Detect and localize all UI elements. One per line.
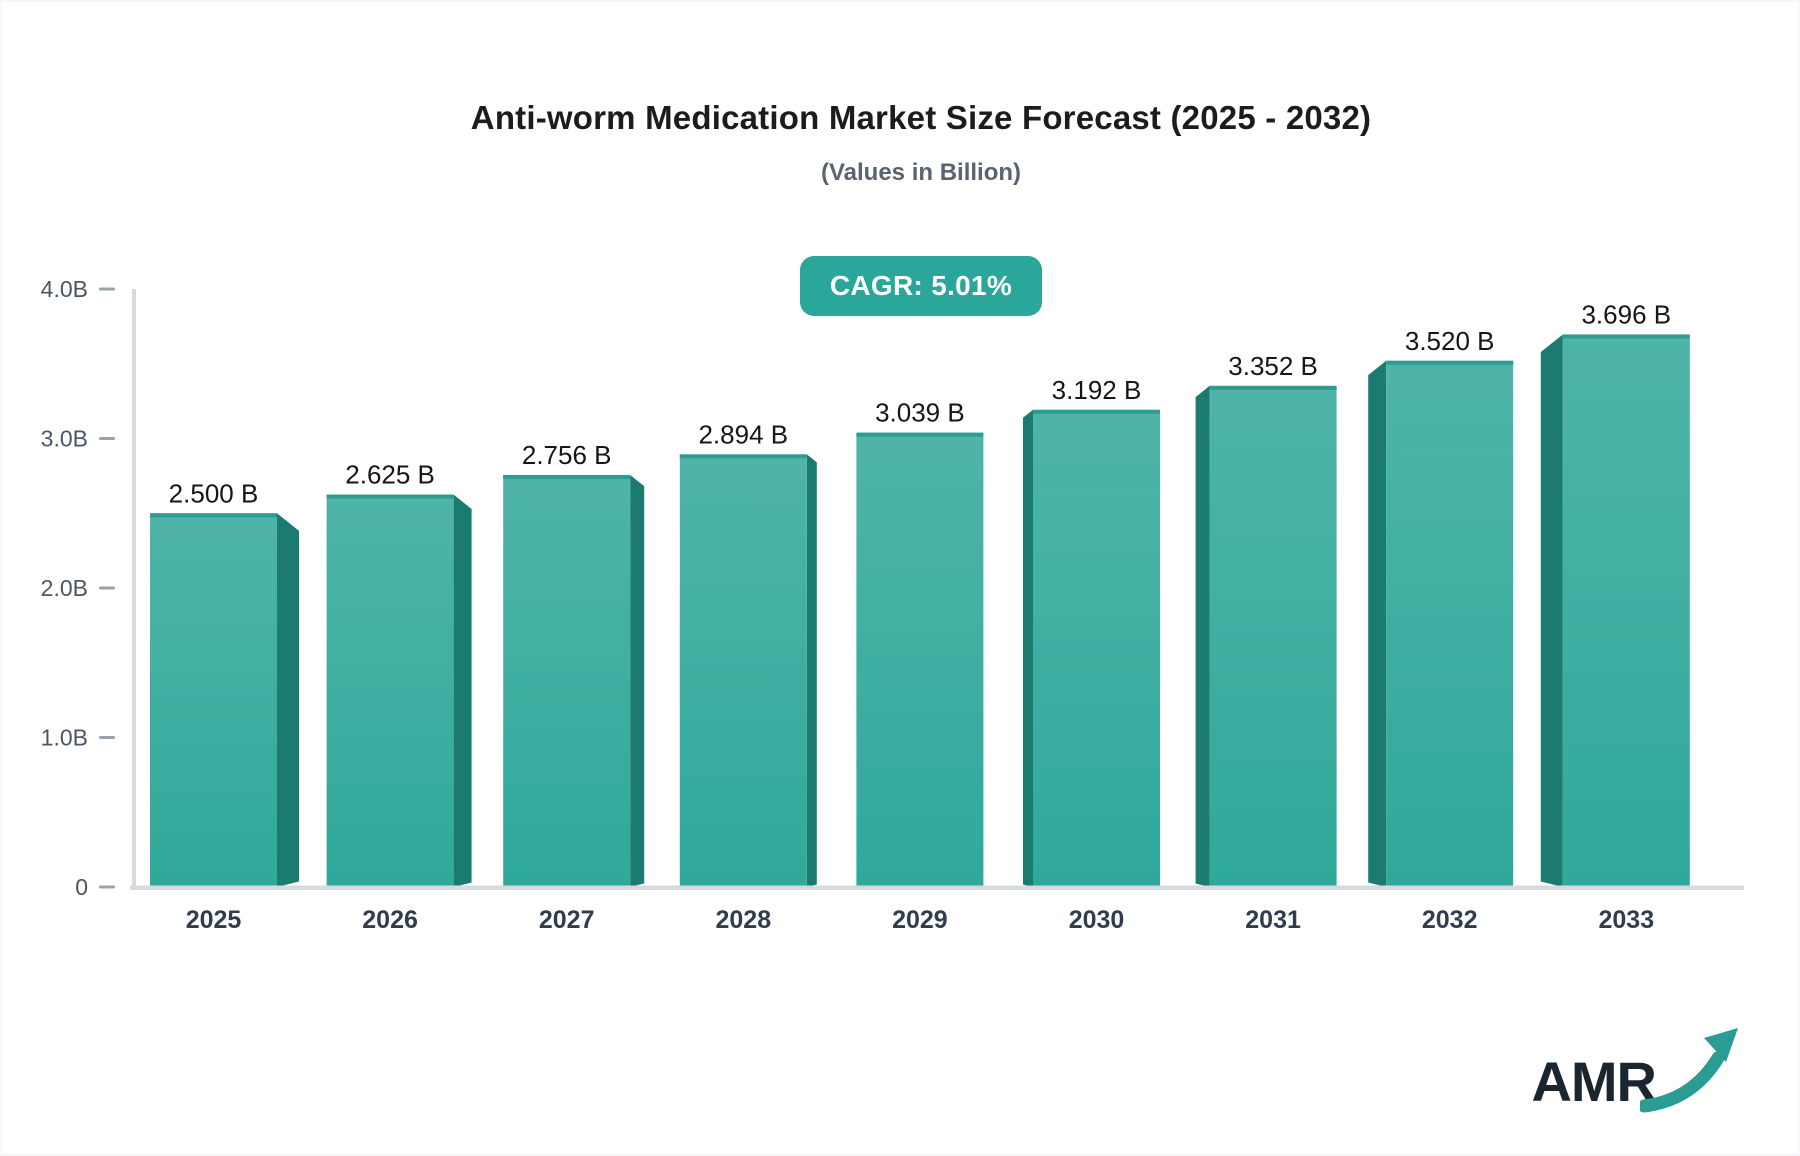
bar-front-face	[679, 454, 807, 887]
bar-front-face	[1209, 385, 1337, 887]
x-tick-label: 2033	[1598, 906, 1654, 934]
bar-top-edge	[326, 494, 454, 499]
y-tick-mark	[99, 885, 115, 889]
bar-value-label: 2.894 B	[698, 419, 788, 449]
bar-value-label: 3.352 B	[1228, 351, 1318, 381]
x-tick-label: 2026	[362, 906, 418, 934]
bar-side-face	[806, 454, 817, 887]
bar-value-label: 3.192 B	[1052, 375, 1142, 405]
y-tick-label: 3.0B	[41, 426, 88, 452]
x-tick-label: 2025	[186, 906, 242, 934]
bar-top-edge	[1209, 385, 1337, 390]
bar-side-face	[1195, 385, 1210, 887]
bar-top-edge	[150, 513, 277, 518]
bar-top-edge	[679, 454, 807, 459]
bar-top-edge	[503, 474, 631, 479]
x-tick-label: 2030	[1069, 906, 1125, 934]
logo-growth-arrow-icon	[1640, 1028, 1738, 1113]
bar-front-face	[1033, 409, 1160, 887]
bar-front-face	[856, 432, 984, 887]
bar-group-2030: 3.192 B 2030	[1023, 375, 1160, 934]
bar-front-face	[1386, 360, 1514, 887]
y-tick-mark	[99, 287, 115, 291]
x-tick-label: 2031	[1245, 906, 1301, 934]
x-tick-label: 2029	[892, 906, 948, 934]
bar-value-label: 3.520 B	[1405, 326, 1495, 356]
x-tick-label: 2032	[1422, 906, 1478, 934]
bar-top-edge	[1562, 334, 1690, 339]
bar-group-2031: 3.352 B 2031	[1195, 351, 1337, 934]
bar-front-face	[150, 513, 277, 887]
bar-group-2029: 3.039 B 2029	[856, 398, 984, 934]
bar-group-2027: 2.756 B 2027	[503, 440, 645, 934]
bar-group-2025: 2.500 B 2025	[150, 478, 299, 934]
cagr-badge: CAGR: 5.01%	[799, 256, 1043, 316]
y-axis-line	[132, 289, 136, 887]
x-axis-line	[130, 885, 1744, 890]
y-tick-mark	[99, 736, 115, 739]
bar-top-edge	[1386, 360, 1514, 365]
bar-side-face	[277, 513, 299, 887]
bar-value-label: 3.039 B	[875, 398, 965, 428]
y-tick-mark	[99, 586, 115, 590]
bar-group-2032: 3.520 B 2032	[1368, 326, 1514, 934]
bar-front-face	[1562, 334, 1690, 887]
bar-top-edge	[856, 432, 984, 437]
bar-group-2033: 3.696 B 2033	[1540, 299, 1690, 934]
bar-side-face	[1368, 360, 1387, 887]
x-tick-label: 2027	[539, 906, 595, 934]
bar-front-face	[326, 494, 454, 887]
bar-side-face	[1023, 409, 1033, 887]
y-tick-label: 0	[75, 874, 88, 900]
bar-side-face	[1540, 334, 1563, 887]
bar-group-2026: 2.625 B 2026	[326, 460, 472, 934]
bar-value-label: 2.625 B	[345, 460, 435, 490]
y-tick-label: 4.0B	[41, 276, 88, 302]
y-tick-label: 1.0B	[41, 725, 88, 751]
amr-logo: AMR	[1531, 1022, 1744, 1113]
bar-value-label: 3.696 B	[1581, 299, 1671, 329]
bar-top-edge	[1033, 409, 1160, 414]
bar-front-face	[503, 474, 631, 887]
y-tick-mark	[99, 437, 115, 440]
bar-value-label: 2.756 B	[522, 440, 612, 470]
bar-value-label: 2.500 B	[169, 478, 259, 508]
bar-group-2028: 2.894 B 2028	[679, 419, 817, 934]
bar-side-face	[453, 494, 472, 887]
x-tick-label: 2028	[715, 906, 771, 934]
bar-side-face	[630, 474, 645, 887]
amr-logo-text: AMR	[1531, 1050, 1657, 1113]
y-tick-label: 2.0B	[41, 575, 88, 601]
